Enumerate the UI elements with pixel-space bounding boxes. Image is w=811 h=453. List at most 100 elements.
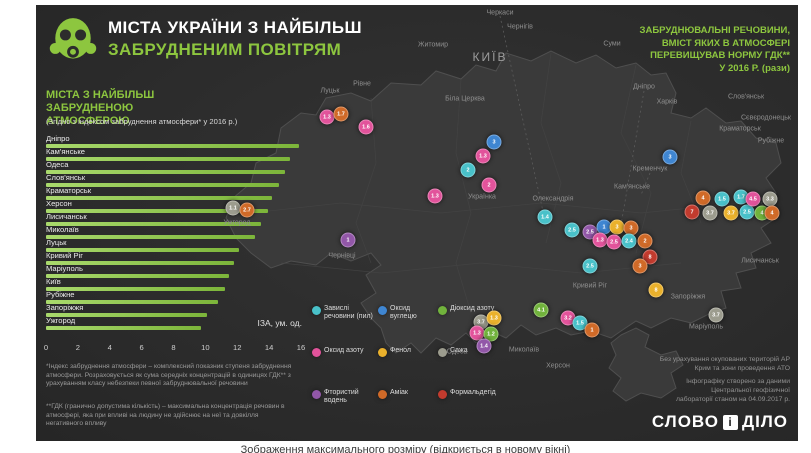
x-tick: 2 — [75, 343, 80, 352]
bar — [46, 196, 273, 200]
legend-item: Формальдегід — [438, 389, 498, 427]
bar — [46, 300, 219, 304]
bar-row: Кривий Ріг — [46, 252, 306, 265]
bar-city-label: Кривий Ріг — [46, 251, 84, 260]
bar-row: Херсон — [46, 200, 306, 213]
co-dot — [378, 306, 387, 315]
pollutants-heading-line: ПЕРЕВИЩУВАВ НОРМУ ГДК** — [650, 50, 790, 61]
credits-line: Центральної геофізичної — [711, 387, 790, 394]
legend-label: Аміак — [390, 389, 408, 396]
bar-city-label: Краматорськ — [46, 186, 92, 195]
main-title-line1: МІСТА УКРАЇНИ З НАЙБІЛЬШ — [108, 18, 362, 37]
bar-city-label: Слов'янськ — [46, 173, 86, 182]
bar-city-label: Дніпро — [46, 134, 70, 143]
leader-lines — [499, 15, 651, 226]
bar — [46, 261, 235, 265]
bar-row: Дніпро — [46, 135, 306, 148]
x-tick: 0 — [43, 343, 49, 352]
pollutants-heading: ЗАБРУДНЮВАЛЬНІ РЕЧОВИНИ, ВМІСТ ЯКИХ В АТМ… — [640, 25, 790, 75]
x-axis-label: ІЗА, ум. од. — [257, 318, 302, 328]
pollutants-heading-line: ЗАБРУДНЮВАЛЬНІ РЕЧОВИНИ, — [639, 25, 790, 36]
bar — [46, 235, 255, 239]
bar-city-label: Рубіжне — [46, 290, 75, 299]
credits-line: лабораторії станом на 04.09.2017 р. — [675, 396, 790, 403]
x-tick: 16 — [296, 343, 306, 352]
hf-dot — [312, 390, 321, 399]
legend-label: Формальдегід — [450, 389, 496, 396]
chart-subtitle: (Згідно з індексом забруднення атмосфери… — [46, 117, 238, 126]
nh3-dot — [378, 390, 387, 399]
bar-row: Київ — [46, 278, 306, 291]
bar-row: Краматорськ — [46, 187, 306, 200]
full-size-image-link[interactable]: Зображення максимального розміру (відкри… — [240, 444, 571, 453]
bar — [46, 287, 225, 291]
legend-item: Оксид вуглецю — [378, 305, 436, 343]
bar — [46, 313, 207, 317]
bar — [46, 183, 279, 187]
bar — [46, 209, 268, 213]
bar — [46, 326, 201, 330]
bar-city-label: Маріуполь — [46, 264, 83, 273]
no-dot — [312, 348, 321, 357]
bar-row: Слов'янськ — [46, 174, 306, 187]
infographic: МІСТА УКРАЇНИ З НАЙБІЛЬШ ЗАБРУДНЕНИМ ПОВ… — [36, 5, 798, 441]
x-tick: 14 — [264, 343, 274, 352]
legend-label: Оксид вуглецю — [390, 305, 417, 321]
bar-city-label: Ужгород — [46, 316, 76, 325]
legend-item: Фенол — [378, 347, 436, 385]
bar-row: Лисичанськ — [46, 213, 306, 226]
legend-item: Оксид азоту — [312, 347, 376, 385]
pollutants-heading-line: У 2016 Р. (рази) — [719, 62, 790, 74]
legend-item: Фтористий водень — [312, 389, 376, 427]
credits: Без урахування окупованих територій АР Кр… — [660, 355, 790, 404]
bar-row: Рубіжне — [46, 291, 306, 304]
bar-row: Кам'янське — [46, 148, 306, 161]
footnote-gdk: **ГДК (гранично допустима кількість) – м… — [46, 403, 285, 428]
bar — [46, 222, 262, 226]
footnote-iza: *Індекс забруднення атмосфери – комплекс… — [46, 363, 292, 388]
bar-city-label: Миколаїв — [46, 225, 79, 234]
bar-row: Луцьк — [46, 239, 306, 252]
bar-city-label: Херсон — [46, 199, 72, 208]
bar-row: Одеса — [46, 161, 306, 174]
bar-city-label: Кам'янське — [46, 147, 86, 156]
phenol-dot — [378, 348, 387, 357]
x-tick: 4 — [107, 343, 112, 352]
logo-word1: СЛОВО — [651, 412, 719, 431]
gas-mask-icon — [49, 18, 97, 59]
x-tick: 10 — [201, 343, 210, 352]
legend-label: Оксид азоту — [324, 347, 364, 354]
credits-line: Без урахування окупованих територій АР — [659, 356, 790, 363]
bar-city-label: Лисичанськ — [46, 212, 87, 221]
bar-row: Ужгород — [46, 317, 306, 330]
bar-city-label: Київ — [46, 277, 61, 286]
bar-city-label: Луцьк — [46, 238, 67, 247]
x-axis-ticks: 0 2 4 6 8 10 12 14 16 — [36, 343, 321, 353]
bar-row: Маріуполь — [46, 265, 306, 278]
legend-label: Фенол — [390, 347, 411, 354]
crimea-outline — [608, 327, 684, 402]
credits-line: Інфографіку створено за даними — [686, 378, 790, 385]
legend-item: Діоксид азоту — [438, 305, 498, 343]
x-tick: 12 — [233, 343, 242, 352]
bar — [46, 144, 300, 148]
bar-row: Миколаїв — [46, 226, 306, 239]
logo-word2: ДІЛО — [742, 412, 788, 431]
legend-label: Сажа — [450, 347, 468, 354]
chart-title: МІСТА З НАЙБІЛЬШ ЗАБРУДНЕНОЮ АТМОСФЕРОЮ — [46, 89, 155, 127]
dust-dot — [312, 306, 321, 315]
bar-chart-rows: Дніпро Кам'янське Одеса Слов'янськ Краматорс… — [46, 135, 306, 330]
legend-label: Діоксид азоту — [450, 305, 495, 312]
bar-city-label: Одеса — [46, 160, 69, 169]
no2-dot — [438, 306, 447, 315]
pollutants-heading-line: ВМІСТ ЯКИХ В АТМОСФЕРІ — [661, 37, 790, 49]
oblast-borders — [250, 52, 742, 314]
logo-conjunction: і — [723, 414, 738, 430]
ukraine-outline — [225, 50, 782, 354]
legend-label: Завислі речовини (пил) — [324, 305, 373, 321]
fa-dot — [438, 390, 447, 399]
bar-city-label: Запоріжжя — [46, 303, 84, 312]
bar — [46, 248, 239, 252]
main-title-line2: ЗАБРУДНЕНИМ ПОВІТРЯМ — [108, 40, 342, 59]
